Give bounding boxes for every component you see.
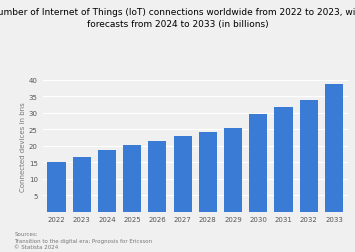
Bar <box>325 84 343 212</box>
Bar <box>48 162 66 212</box>
Y-axis label: Connected devices in bns: Connected devices in bns <box>20 102 26 191</box>
Bar <box>98 150 116 212</box>
Text: Sources:
Transition to the digital era; Prognosis for Ericsson
© Statista 2024: Sources: Transition to the digital era; … <box>14 231 152 249</box>
Bar <box>224 129 242 212</box>
Text: Number of Internet of Things (IoT) connections worldwide from 2022 to 2023, with: Number of Internet of Things (IoT) conne… <box>0 8 355 29</box>
Bar <box>274 108 293 212</box>
Bar <box>199 132 217 212</box>
Bar <box>123 145 141 212</box>
Bar <box>148 141 166 212</box>
Bar <box>174 137 192 212</box>
Bar <box>300 101 318 212</box>
Bar <box>249 115 267 212</box>
Bar <box>73 157 91 212</box>
